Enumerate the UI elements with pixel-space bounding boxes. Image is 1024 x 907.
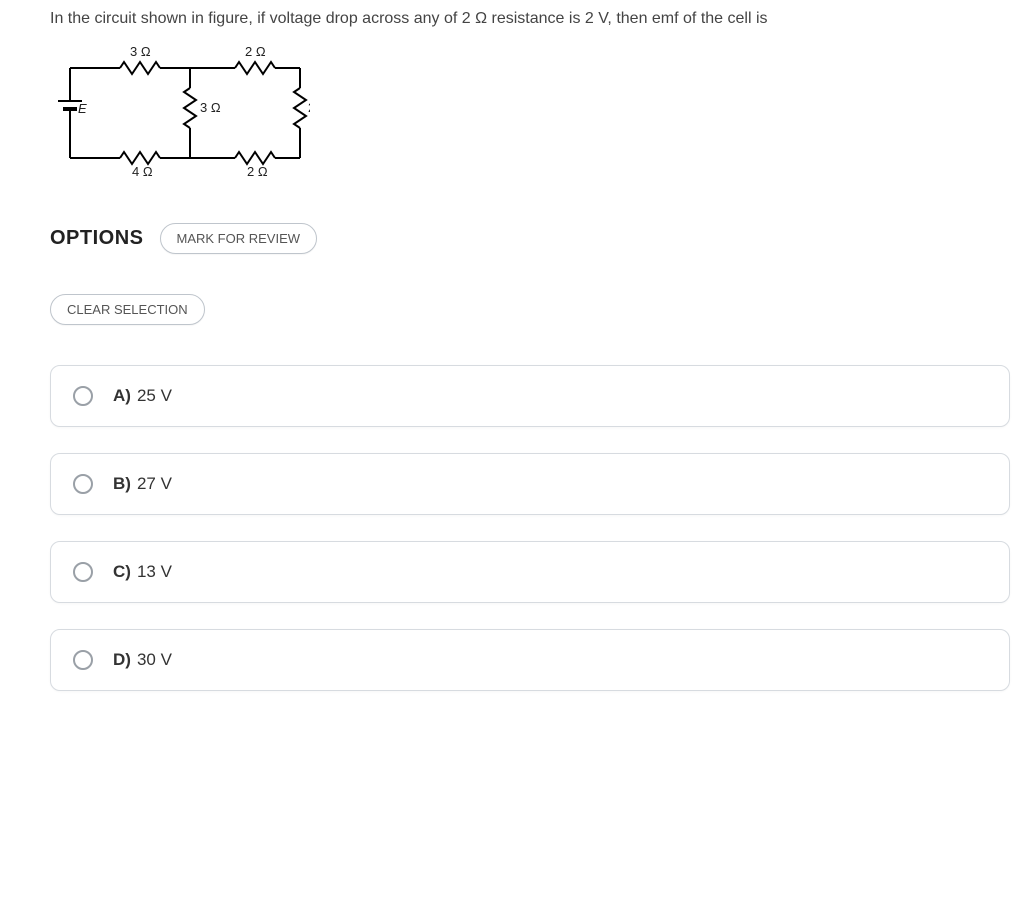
answer-letter: A): [113, 386, 131, 405]
clear-row: CLEAR SELECTION: [50, 294, 1024, 325]
label-emf: E: [78, 101, 87, 116]
mark-for-review-button[interactable]: MARK FOR REVIEW: [160, 223, 318, 254]
answer-text: A) 25 V: [113, 386, 172, 406]
radio-icon: [73, 474, 93, 494]
label-r-bottom-left: 4 Ω: [132, 164, 153, 179]
options-label: OPTIONS: [50, 227, 144, 250]
answer-value: 13 V: [137, 562, 172, 581]
answers-list: A) 25 V B) 27 V C) 13 V D) 30 V: [50, 365, 1010, 691]
radio-icon: [73, 650, 93, 670]
answer-option-c[interactable]: C) 13 V: [50, 541, 1010, 603]
circuit-svg: 3 Ω 2 Ω 3 Ω 2 Ω 4 Ω 2 Ω E: [50, 38, 310, 188]
answer-text: C) 13 V: [113, 562, 172, 582]
answer-letter: D): [113, 650, 131, 669]
label-r-right: 2 Ω: [308, 100, 310, 115]
label-r-top-right: 2 Ω: [245, 44, 266, 59]
label-r-mid: 3 Ω: [200, 100, 221, 115]
answer-text: B) 27 V: [113, 474, 172, 494]
answer-value: 25 V: [137, 386, 172, 405]
answer-value: 27 V: [137, 474, 172, 493]
answer-text: D) 30 V: [113, 650, 172, 670]
radio-icon: [73, 562, 93, 582]
answer-option-a[interactable]: A) 25 V: [50, 365, 1010, 427]
question-container: In the circuit shown in figure, if volta…: [0, 0, 1024, 691]
question-text: In the circuit shown in figure, if volta…: [50, 10, 1024, 28]
label-r-bottom-right: 2 Ω: [247, 164, 268, 179]
answer-value: 30 V: [137, 650, 172, 669]
answer-letter: C): [113, 562, 131, 581]
radio-icon: [73, 386, 93, 406]
clear-selection-button[interactable]: CLEAR SELECTION: [50, 294, 205, 325]
answer-letter: B): [113, 474, 131, 493]
options-row: OPTIONS MARK FOR REVIEW: [50, 223, 1024, 254]
answer-option-d[interactable]: D) 30 V: [50, 629, 1010, 691]
answer-option-b[interactable]: B) 27 V: [50, 453, 1010, 515]
label-r-top-left: 3 Ω: [130, 44, 151, 59]
circuit-diagram: 3 Ω 2 Ω 3 Ω 2 Ω 4 Ω 2 Ω E: [50, 38, 1024, 193]
